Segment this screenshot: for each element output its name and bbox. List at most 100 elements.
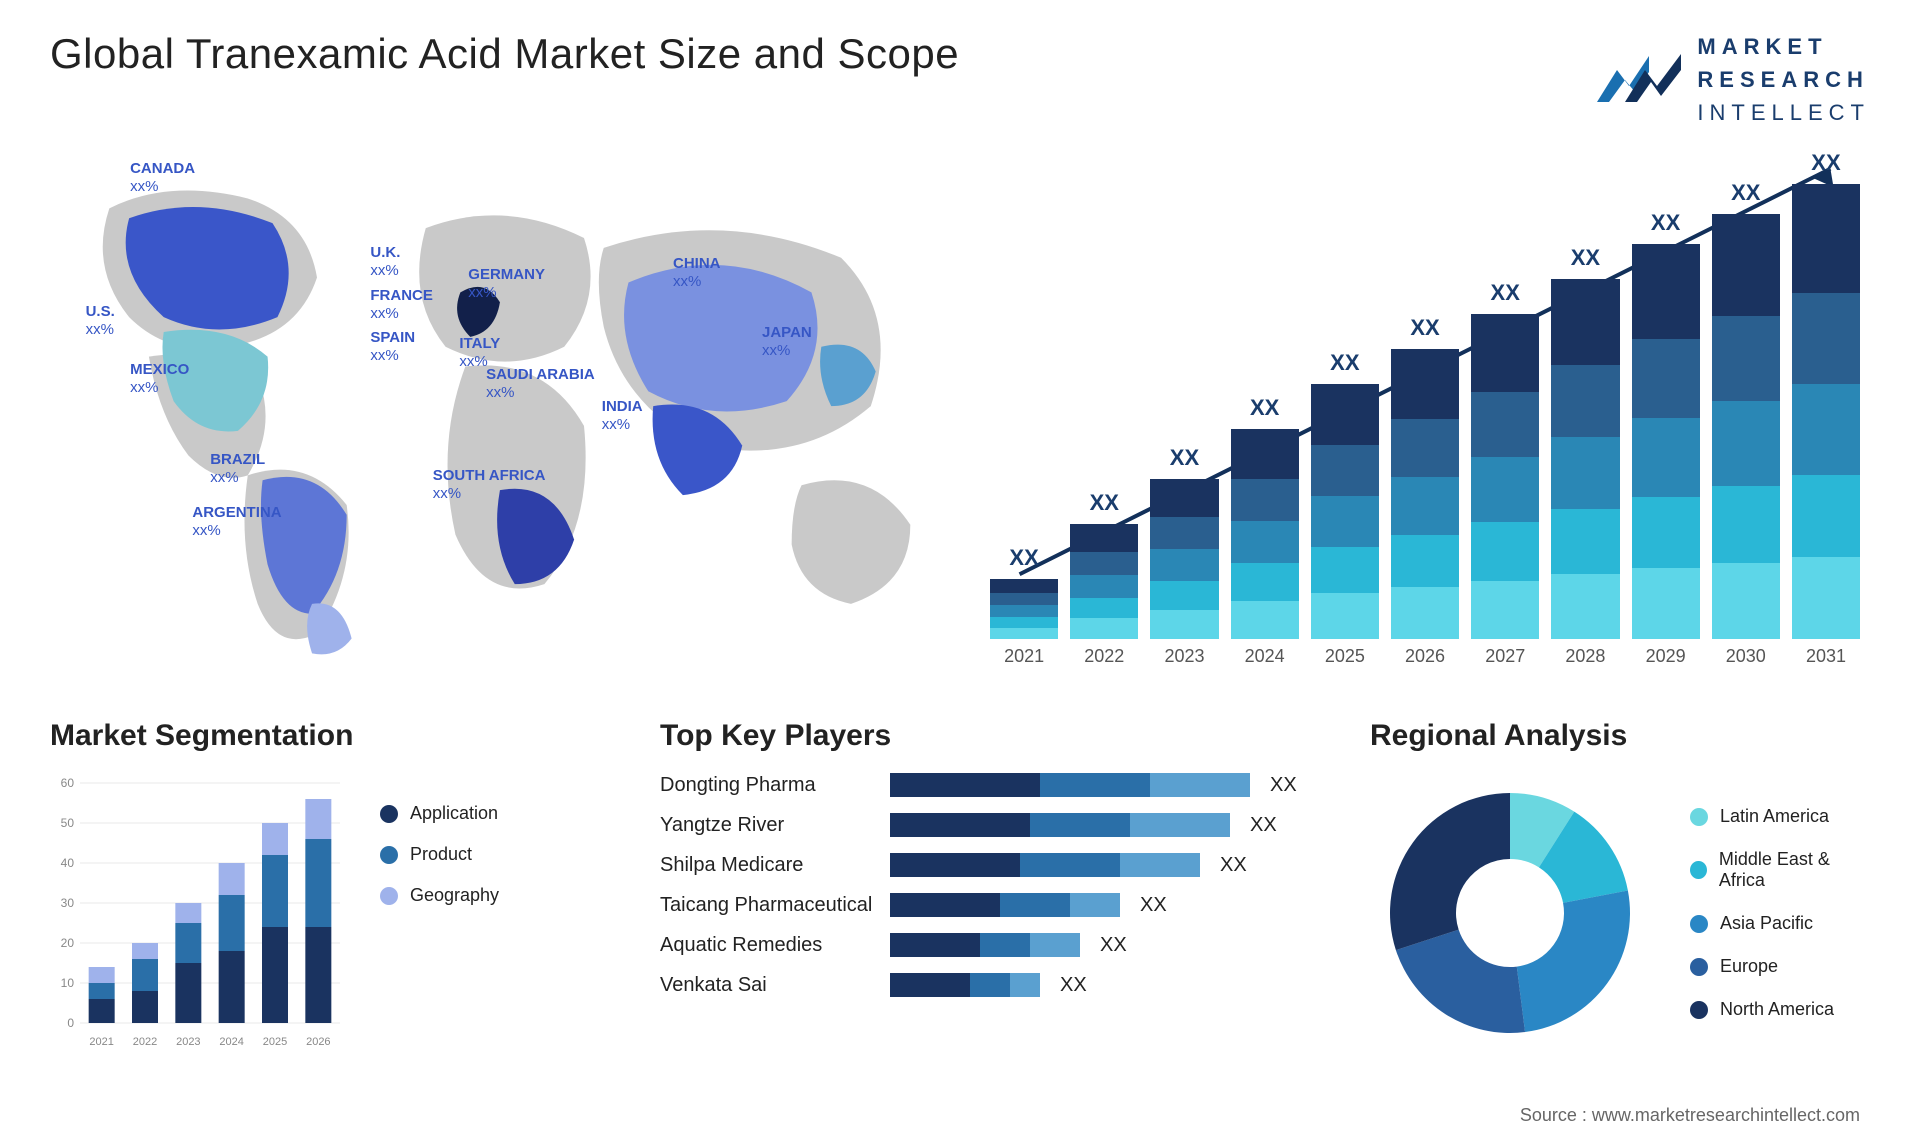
svg-text:40: 40 <box>61 856 75 870</box>
player-bar <box>890 933 1080 957</box>
player-bar <box>890 893 1120 917</box>
legend-item: Application <box>380 803 499 824</box>
svg-text:2022: 2022 <box>133 1036 157 1048</box>
svg-text:20: 20 <box>61 936 75 950</box>
player-bar <box>890 973 1040 997</box>
player-row: Venkata SaiXX <box>660 973 1300 997</box>
player-bar <box>890 813 1230 837</box>
bar-column: XX2030 <box>1712 180 1780 639</box>
map-label: ARGENTINAxx% <box>192 504 281 540</box>
player-row: Yangtze River XX <box>660 813 1300 837</box>
svg-text:50: 50 <box>61 816 75 830</box>
regional-title: Regional Analysis <box>1370 719 1870 753</box>
bar-year-label: 2031 <box>1792 646 1860 667</box>
player-value-label: XX <box>1100 934 1127 957</box>
bar-column: XX2029 <box>1632 210 1700 639</box>
player-value-label: XX <box>1140 894 1167 917</box>
map-label: SAUDI ARABIAxx% <box>486 366 595 402</box>
player-bar <box>890 773 1250 797</box>
player-name-label: Aquatic Remedies <box>660 934 880 957</box>
bar-year-label: 2024 <box>1231 646 1299 667</box>
main-bar-chart: XX2021XX2022XX2023XX2024XX2025XX2026XX20… <box>980 149 1870 679</box>
players-section: Top Key Players Dongting PharmaXXYangtze… <box>660 719 1300 1053</box>
map-label: CANADAxx% <box>130 160 195 196</box>
player-name-label: Venkata Sai <box>660 974 880 997</box>
segmentation-legend: ApplicationProductGeography <box>380 773 499 1053</box>
bar-column: XX2025 <box>1311 350 1379 639</box>
player-value-label: XX <box>1250 814 1277 837</box>
player-value-label: XX <box>1220 854 1247 877</box>
bar-column: XX2023 <box>1150 445 1218 639</box>
map-label: CHINAxx% <box>673 255 721 291</box>
bar-column: XX2026 <box>1391 315 1459 639</box>
legend-item: Middle East & Africa <box>1690 849 1870 891</box>
bar-value-label: XX <box>1651 210 1680 236</box>
bar-value-label: XX <box>1330 350 1359 376</box>
svg-text:2023: 2023 <box>176 1036 200 1048</box>
legend-item: North America <box>1690 999 1870 1020</box>
player-row: Shilpa Medicare XX <box>660 853 1300 877</box>
legend-item: Asia Pacific <box>1690 913 1870 934</box>
bar-year-label: 2026 <box>1391 646 1459 667</box>
map-label: GERMANYxx% <box>468 266 545 302</box>
bar-year-label: 2030 <box>1712 646 1780 667</box>
player-name-label: Dongting Pharma <box>660 774 880 797</box>
bar-column: XX2028 <box>1551 245 1619 639</box>
map-label: JAPANxx% <box>762 324 812 360</box>
player-name-label: Shilpa Medicare <box>660 854 880 877</box>
source-attribution: Source : www.marketresearchintellect.com <box>1520 1105 1860 1126</box>
page-title: Global Tranexamic Acid Market Size and S… <box>50 30 959 78</box>
map-label: SOUTH AFRICAxx% <box>433 467 546 503</box>
map-label: FRANCExx% <box>370 287 433 323</box>
svg-text:10: 10 <box>61 976 75 990</box>
map-label: BRAZILxx% <box>210 451 265 487</box>
legend-item: Product <box>380 844 499 865</box>
bar-value-label: XX <box>1410 315 1439 341</box>
regional-section: Regional Analysis Latin America Middle Ea… <box>1370 719 1870 1053</box>
players-chart: Dongting PharmaXXYangtze RiverXXShilpa M… <box>660 773 1300 997</box>
bar-value-label: XX <box>1250 395 1279 421</box>
player-name-label: Yangtze River <box>660 814 880 837</box>
legend-item: Latin America <box>1690 806 1870 827</box>
player-bar <box>890 853 1200 877</box>
map-label: SPAINxx% <box>370 329 415 365</box>
bar-year-label: 2022 <box>1070 646 1138 667</box>
map-label: INDIAxx% <box>602 398 643 434</box>
player-row: Taicang Pharmaceutical XX <box>660 893 1300 917</box>
segmentation-chart: 0102030405060202120222023202420252026 <box>50 773 350 1053</box>
bar-value-label: XX <box>1811 150 1840 176</box>
bar-value-label: XX <box>1090 490 1119 516</box>
bar-year-label: 2027 <box>1471 646 1539 667</box>
bar-value-label: XX <box>1571 245 1600 271</box>
svg-text:30: 30 <box>61 896 75 910</box>
svg-text:0: 0 <box>67 1016 74 1030</box>
svg-text:60: 60 <box>61 776 75 790</box>
bar-value-label: XX <box>1170 445 1199 471</box>
svg-text:2025: 2025 <box>263 1036 287 1048</box>
player-value-label: XX <box>1270 774 1297 797</box>
segmentation-title: Market Segmentation <box>50 719 590 753</box>
bar-year-label: 2023 <box>1150 646 1218 667</box>
bar-column: XX2031 <box>1792 150 1860 639</box>
bar-column: XX2024 <box>1231 395 1299 639</box>
bar-column: XX2022 <box>1070 490 1138 639</box>
logo-text: MARKET RESEARCH INTELLECT <box>1697 30 1870 129</box>
bar-value-label: XX <box>1491 280 1520 306</box>
players-title: Top Key Players <box>660 719 1300 753</box>
map-label: U.S.xx% <box>86 303 115 339</box>
bar-value-label: XX <box>1009 545 1038 571</box>
regional-legend: Latin America Middle East & Africa Asia Pa… <box>1690 806 1870 1020</box>
player-name-label: Taicang Pharmaceutical <box>660 894 880 917</box>
map-label: U.K.xx% <box>370 244 400 280</box>
logo-icon <box>1595 52 1685 108</box>
world-map-icon <box>50 149 940 663</box>
svg-text:2026: 2026 <box>306 1036 330 1048</box>
player-row: Aquatic Remedies XX <box>660 933 1300 957</box>
bar-value-label: XX <box>1731 180 1760 206</box>
segmentation-section: Market Segmentation 01020304050602021202… <box>50 719 590 1053</box>
bar-column: XX2021 <box>990 545 1058 639</box>
map-label: MEXICOxx% <box>130 361 189 397</box>
regional-donut-chart <box>1370 773 1650 1053</box>
brand-logo: MARKET RESEARCH INTELLECT <box>1595 30 1870 129</box>
bar-year-label: 2028 <box>1551 646 1619 667</box>
